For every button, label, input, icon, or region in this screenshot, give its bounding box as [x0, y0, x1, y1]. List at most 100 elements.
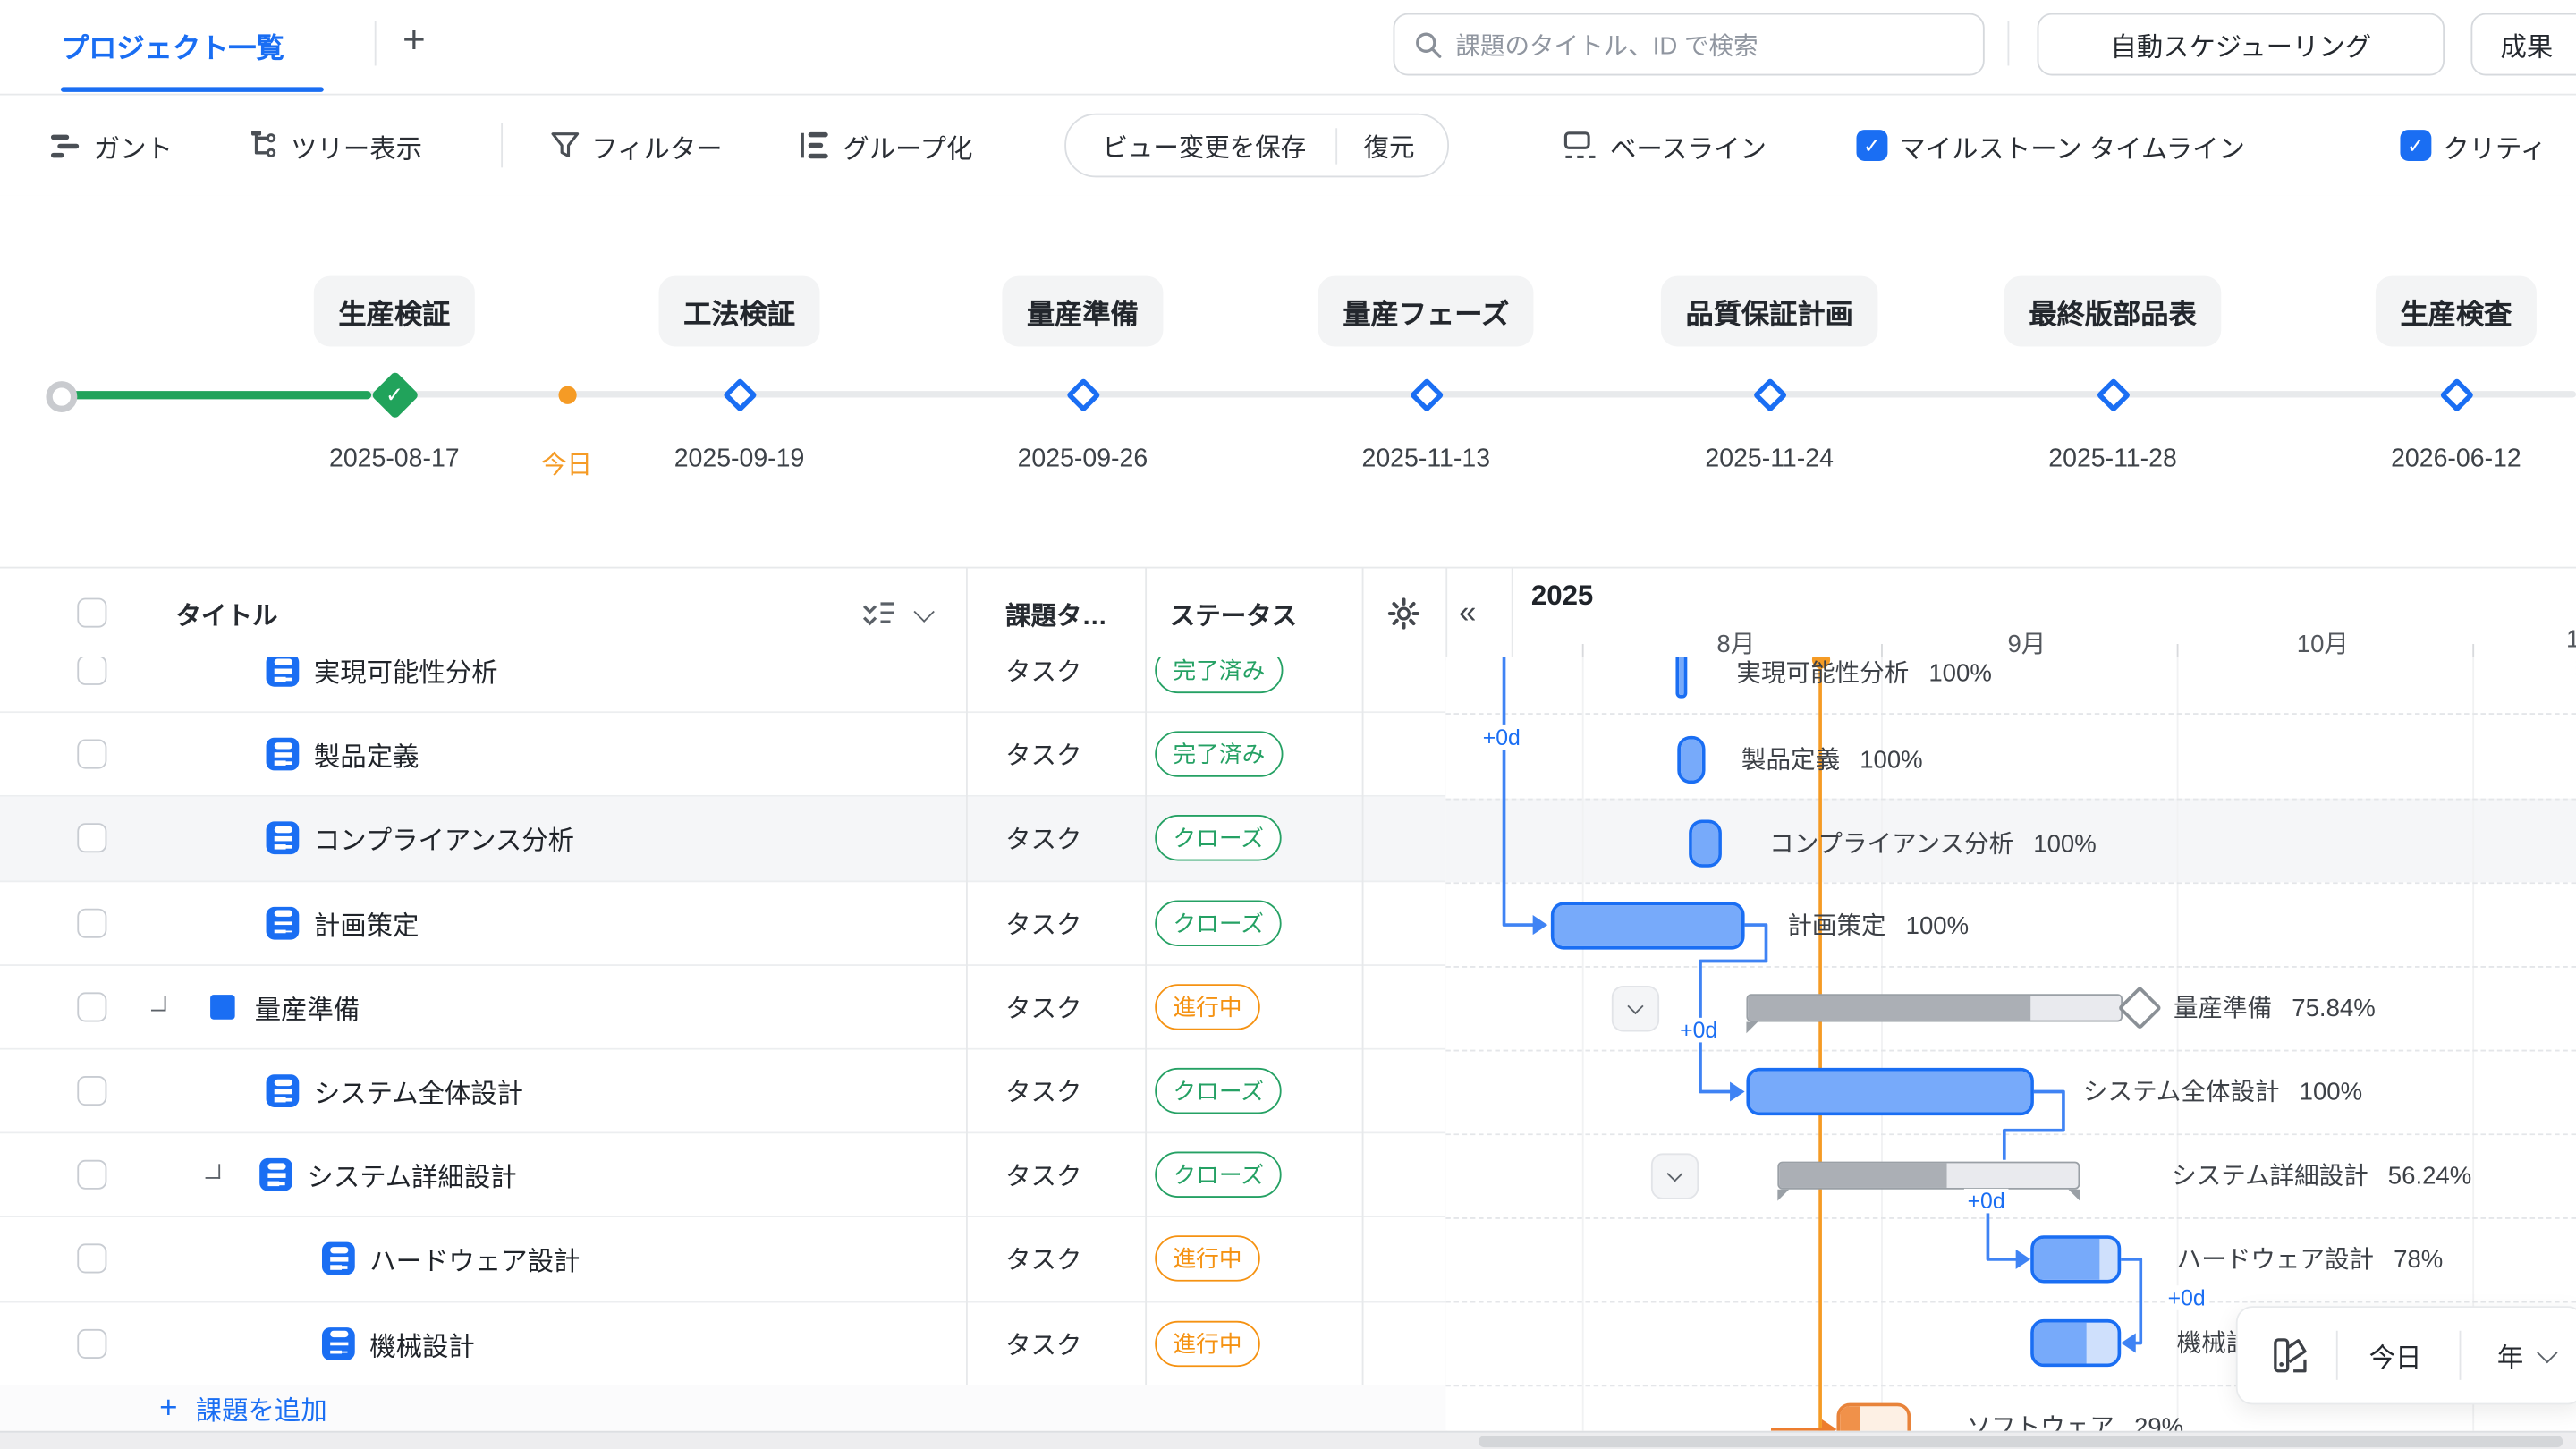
today-button[interactable]: 今日 — [2368, 1345, 2422, 1374]
column-title[interactable]: タイトル — [175, 602, 278, 631]
column-issue-type[interactable]: 課題タ… — [1005, 602, 1107, 631]
add-issue-row[interactable]: + 課題を追加 — [0, 1385, 1446, 1431]
title-sort-dropdown-icon[interactable] — [913, 601, 935, 623]
issue-title[interactable]: 計画策定 — [313, 912, 419, 941]
add-issue-label: 課題を追加 — [195, 1398, 327, 1427]
zoom-unit-select[interactable]: 年 — [2496, 1345, 2524, 1374]
save-view-button[interactable]: ビュー変更を保存 — [1102, 133, 1307, 162]
chevron-down-icon[interactable] — [2537, 1341, 2558, 1363]
row-checkbox[interactable] — [77, 908, 107, 938]
column-status[interactable]: ステータス — [1169, 602, 1298, 631]
gantt-chart: 実現可能性分析 100% 製品定義 100% コンプライアンス分析 100% 計画策定 100… — [1445, 657, 2576, 1431]
issue-title[interactable]: コンプライアンス分析 — [313, 828, 575, 857]
table-row[interactable]: システム詳細設計 タスク クローズ — [0, 1133, 1446, 1218]
table-row[interactable]: 計画策定 タスク クローズ — [0, 881, 1446, 966]
milestone-timeline-toggle[interactable]: ✓ マイルストーン タイムライン — [1856, 126, 2245, 165]
row-checkbox[interactable] — [77, 1244, 107, 1275]
column-settings-gear-icon[interactable] — [1386, 597, 1421, 631]
gantt-bar[interactable] — [1550, 901, 1745, 949]
auto-scheduling-button[interactable]: 自動スケジューリング — [2037, 13, 2445, 76]
row-checkbox[interactable] — [77, 1160, 107, 1191]
row-checkbox[interactable] — [77, 824, 107, 854]
row-checkbox[interactable] — [77, 657, 107, 686]
table-row[interactable]: 実現可能性分析 タスク 完了済み — [0, 657, 1446, 714]
critical-path-toggle[interactable]: ✓ クリティ — [2400, 126, 2546, 165]
table-row[interactable]: 量産準備 タスク 進行中 — [0, 965, 1446, 1050]
baseline-toggle[interactable]: ベースライン — [1563, 126, 1767, 165]
month-gridline — [1881, 657, 1883, 1431]
table-row[interactable]: ハードウェア設計 タスク 進行中 — [0, 1217, 1446, 1302]
status-badge: 進行中 — [1155, 983, 1260, 1030]
row-checkbox[interactable] — [77, 740, 107, 770]
milestone-label[interactable]: 量産フェーズ — [1318, 275, 1534, 347]
table-row[interactable]: システム全体設計 タスク クローズ — [0, 1049, 1446, 1134]
gantt-bar[interactable] — [1836, 1402, 1911, 1431]
status-badge: 完了済み — [1155, 731, 1284, 778]
row-checkbox[interactable] — [77, 1076, 107, 1106]
issue-title[interactable]: システム詳細設計 — [307, 1165, 517, 1193]
restore-view-button[interactable]: 復元 — [1363, 133, 1415, 162]
filter-button[interactable]: フィルター — [550, 126, 723, 165]
gantt-bar[interactable] — [2030, 1318, 2122, 1367]
gantt-bar[interactable] — [2030, 1234, 2122, 1283]
column-divider — [1361, 568, 1364, 659]
timeline-start-divider — [1511, 568, 1513, 659]
milestone-diamond-icon[interactable] — [2438, 377, 2474, 412]
tab-project-list[interactable]: プロジェクト一覧 — [60, 32, 284, 64]
group-button[interactable]: グループ化 — [800, 126, 972, 165]
issue-title[interactable]: ハードウェア設計 — [369, 1249, 580, 1277]
milestone-label[interactable]: 品質保証計画 — [1660, 275, 1878, 347]
milestone-label[interactable]: 生産検査 — [2375, 275, 2537, 347]
expand-chevron-icon[interactable] — [205, 1164, 221, 1180]
table-row[interactable]: 機械設計 タスク 進行中 — [0, 1301, 1446, 1385]
gantt-view-button[interactable]: ガント — [50, 126, 173, 165]
collapse-table-button[interactable]: « — [1459, 595, 1477, 631]
collapse-bar-button[interactable] — [1611, 986, 1660, 1032]
milestone-label[interactable]: 生産検証 — [313, 275, 475, 347]
milestone-date: 2025-11-24 — [1705, 445, 1834, 473]
row-checkbox[interactable] — [77, 1328, 107, 1359]
sort-icon[interactable] — [860, 599, 896, 629]
row-checkbox[interactable] — [77, 992, 107, 1022]
milestone-diamond-icon[interactable]: ✓ — [369, 369, 419, 419]
dependency-connectors — [1502, 657, 2143, 1431]
row-separator — [1445, 1133, 2576, 1136]
select-all-checkbox[interactable] — [77, 597, 107, 628]
tree-view-button[interactable]: ツリー表示 — [250, 126, 422, 165]
highlighted-row-band — [1445, 798, 2576, 883]
horizontal-scrollbar[interactable] — [0, 1430, 2576, 1449]
expand-chevron-icon[interactable] — [150, 996, 166, 1012]
gantt-bar[interactable] — [1675, 657, 1688, 699]
milestone-diamond-icon[interactable] — [722, 377, 758, 412]
issue-title[interactable]: 実現可能性分析 — [313, 660, 498, 689]
issue-title[interactable]: 製品定義 — [313, 744, 419, 773]
add-tab-button[interactable]: + — [402, 18, 426, 63]
milestone-date: 2025-09-26 — [1017, 445, 1148, 473]
swatchbook-color-icon[interactable] — [2270, 1335, 2309, 1375]
issue-title[interactable]: システム全体設計 — [313, 1080, 524, 1109]
gantt-bar[interactable] — [1677, 734, 1706, 784]
issue-title[interactable]: 量産準備 — [254, 996, 360, 1025]
issue-title[interactable]: 機械設計 — [369, 1333, 475, 1361]
milestone-diamond-icon[interactable] — [1751, 377, 1787, 412]
gantt-bar-label: ソフトウェア 29% — [1966, 1413, 2184, 1431]
gantt-bar[interactable] — [1689, 818, 1722, 867]
gantt-bar[interactable] — [1746, 1066, 2034, 1115]
deliverable-button[interactable]: 成果 — [2470, 13, 2576, 76]
milestone-label[interactable]: 最終版部品表 — [2004, 275, 2222, 347]
milestone-diamond-icon[interactable] — [2095, 377, 2131, 412]
milestone-diamond-icon[interactable] — [1064, 377, 1100, 412]
gantt-bar[interactable] — [1746, 993, 2123, 1021]
table-row[interactable]: 製品定義 タスク 完了済み — [0, 713, 1446, 798]
row-separator — [1445, 1385, 2576, 1387]
scrollbar-thumb[interactable] — [1479, 1436, 2563, 1448]
gantt-bar[interactable] — [1777, 1160, 2080, 1189]
column-divider — [1145, 657, 1148, 1385]
baseline-label: ベースライン — [1609, 135, 1767, 164]
collapse-bar-button[interactable] — [1650, 1153, 1699, 1199]
milestone-label[interactable]: 工法検証 — [658, 275, 820, 347]
table-row[interactable]: コンプライアンス分析 タスク クローズ — [0, 797, 1446, 882]
search-input[interactable]: 課題のタイトル、ID で検索 — [1393, 13, 1985, 76]
milestone-label[interactable]: 量産準備 — [1002, 275, 1164, 347]
milestone-diamond-icon[interactable] — [1408, 377, 1444, 412]
